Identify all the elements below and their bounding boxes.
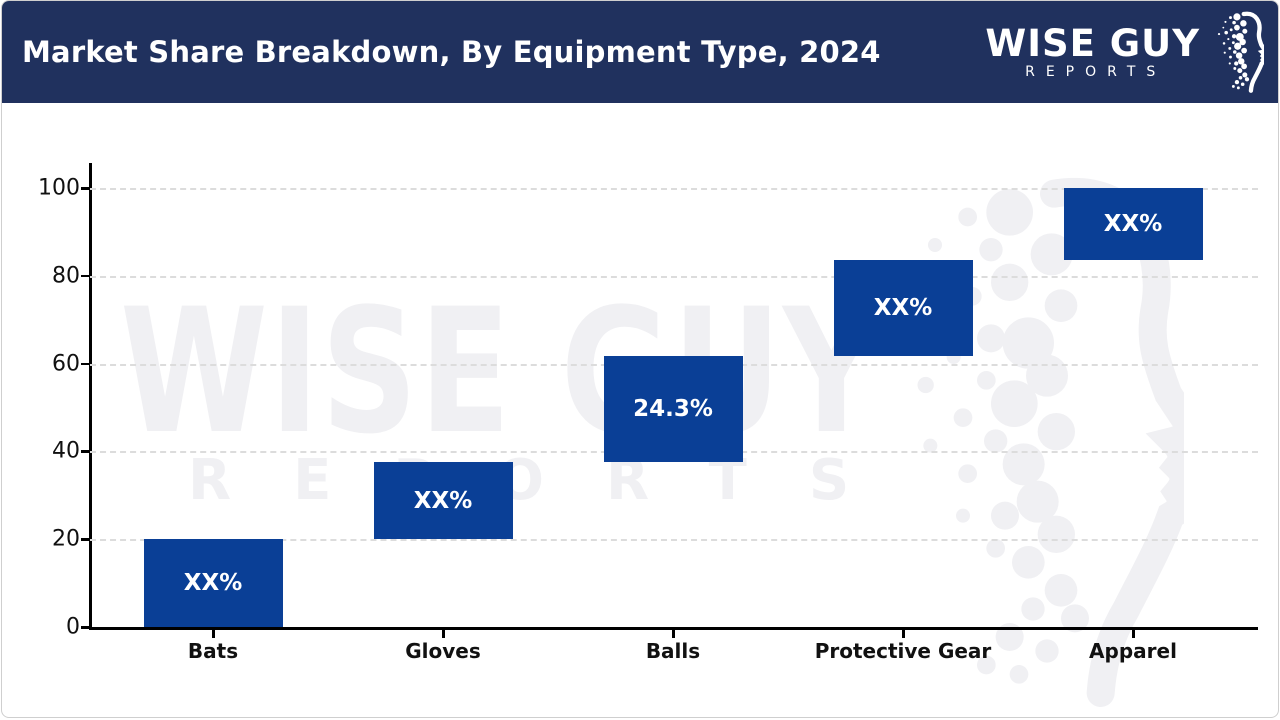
x-category-label: Protective Gear (814, 639, 992, 663)
x-category-label: Apparel (1089, 639, 1177, 663)
x-category-label: Bats (187, 639, 239, 663)
brand-logo: WISE GUY REPORTS (985, 9, 1264, 95)
x-category-label: Balls (645, 639, 701, 663)
x-tick-2 (442, 630, 445, 638)
bar-value-label: XX% (873, 294, 933, 321)
bar-protective-gear: XX% (833, 259, 973, 356)
y-tick-label-60: 60 (52, 351, 80, 377)
x-tick-5 (1132, 630, 1135, 638)
y-tick-label-80: 80 (52, 263, 80, 289)
bar-bats: XX% (143, 539, 283, 627)
x-axis-line (89, 627, 1258, 630)
brand-head-icon (1202, 9, 1264, 95)
x-tick-3 (672, 630, 675, 638)
bar-value-label: 24.3% (633, 396, 713, 423)
y-tick-label-0: 0 (66, 614, 80, 640)
bar-value-label: XX% (413, 487, 473, 514)
y-tick-60 (81, 362, 89, 366)
brand-name: WISE GUY (985, 22, 1200, 65)
y-tick-label-40: 40 (52, 438, 80, 464)
x-category-label: Gloves (405, 639, 481, 663)
x-tick-4 (902, 630, 905, 638)
bar-value-label: XX% (183, 570, 243, 597)
gridline-80 (90, 275, 1258, 278)
chart-title: Market Share Breakdown, By Equipment Typ… (22, 35, 881, 69)
y-tick-label-100: 100 (38, 175, 80, 201)
brand-logo-text: WISE GUY REPORTS (985, 25, 1200, 79)
brand-subname: REPORTS (1025, 64, 1167, 80)
bar-apparel: XX% (1063, 188, 1203, 260)
bar-balls: 24.3% (603, 355, 743, 463)
header-band: Market Share Breakdown, By Equipment Typ… (2, 1, 1278, 103)
bar-gloves: XX% (373, 462, 513, 540)
gridline-100 (90, 188, 1258, 190)
bar-value-label: XX% (1103, 210, 1163, 237)
y-tick-80 (81, 274, 89, 278)
y-tick-100 (81, 187, 89, 190)
y-tick-40 (81, 450, 89, 453)
gridline-20 (90, 539, 1258, 542)
y-tick-label-20: 20 (52, 526, 80, 552)
y-axis-line (89, 163, 92, 629)
x-tick-1 (212, 630, 215, 638)
y-tick-0 (81, 626, 89, 629)
y-tick-20 (81, 538, 89, 541)
